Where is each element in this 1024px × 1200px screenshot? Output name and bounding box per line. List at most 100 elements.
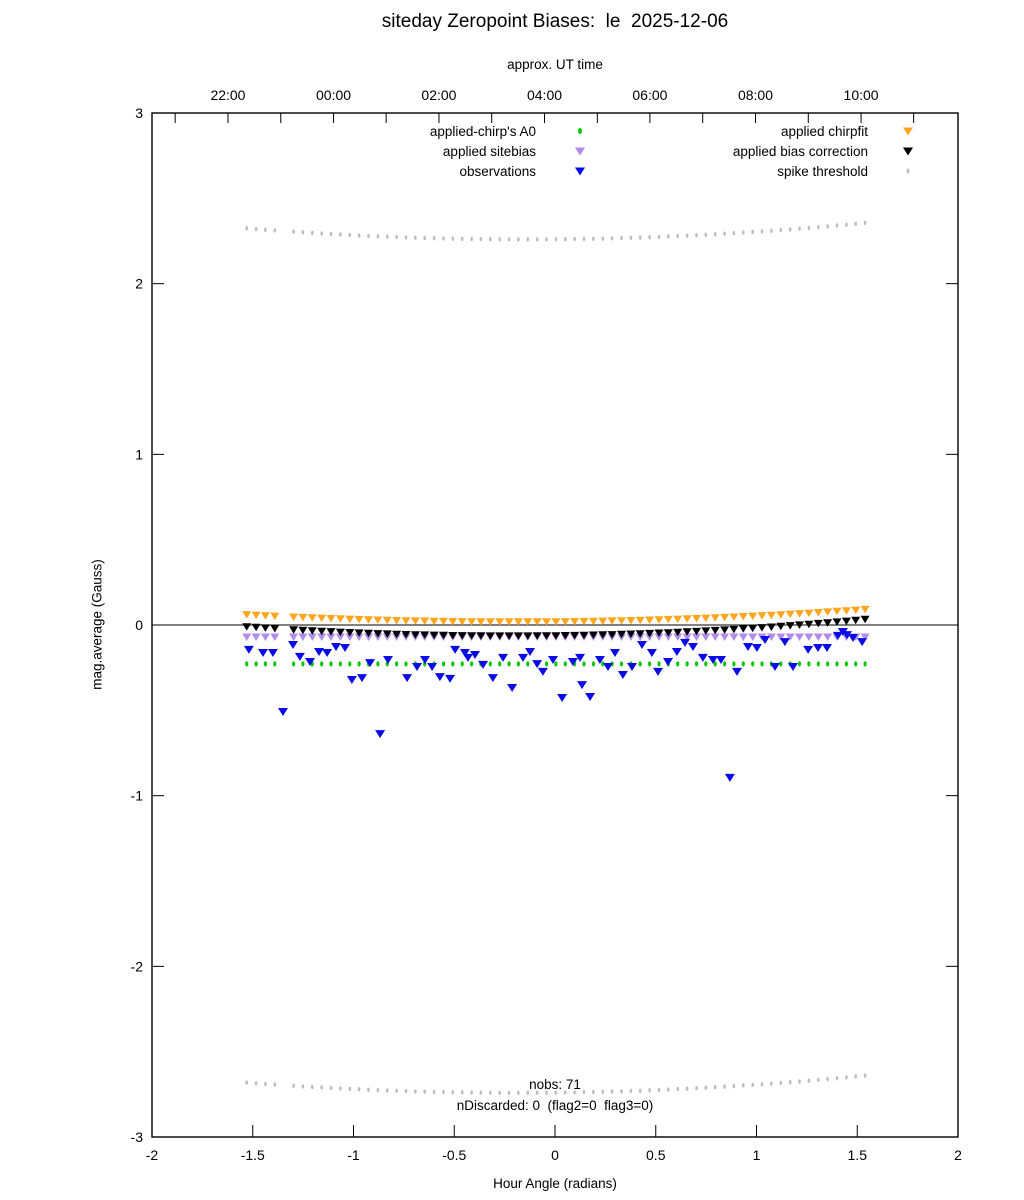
y-tick-label: 3 — [135, 105, 143, 121]
series-observations — [243, 628, 868, 782]
data-point-marker — [592, 236, 595, 241]
data-point-marker — [294, 652, 305, 661]
data-point-marker — [688, 643, 698, 651]
data-point-marker — [573, 1090, 576, 1095]
data-point-marker — [457, 618, 467, 626]
data-point-marker — [822, 644, 832, 652]
data-point-marker — [692, 633, 701, 641]
x2-tick-label: 22:00 — [210, 87, 245, 103]
data-point-marker — [841, 617, 851, 626]
data-point-marker — [560, 632, 570, 640]
data-point-marker — [307, 633, 317, 641]
data-point-marker — [548, 656, 558, 664]
data-point-marker — [823, 619, 833, 627]
data-point-marker — [243, 645, 254, 654]
data-point-marker — [807, 661, 811, 667]
data-point-marker — [743, 643, 753, 651]
data-point-marker — [835, 1076, 839, 1081]
data-point-marker — [601, 661, 605, 667]
data-point-marker — [288, 641, 298, 649]
data-point-marker — [748, 633, 758, 641]
data-point-marker — [627, 663, 637, 671]
data-point-marker — [365, 659, 375, 668]
data-point-marker — [577, 681, 587, 690]
data-point-marker — [331, 643, 341, 651]
data-point-marker — [467, 632, 477, 640]
legend-item-applied-chirpfit: applied chirpfit — [560, 121, 915, 141]
data-point-marker — [813, 609, 823, 617]
data-point-marker — [329, 661, 333, 667]
data-point-marker — [817, 1077, 820, 1083]
data-point-marker — [267, 649, 278, 657]
data-point-marker — [716, 656, 726, 664]
data-point-marker — [591, 661, 596, 667]
data-point-marker — [629, 235, 633, 240]
data-point-marker — [748, 624, 758, 633]
triangle-down-marker-icon — [575, 167, 585, 176]
data-point-marker — [788, 227, 792, 232]
data-point-marker — [573, 236, 576, 242]
data-point-marker — [779, 227, 783, 233]
data-point-marker — [564, 1090, 567, 1095]
data-point-marker — [289, 626, 299, 634]
data-point-marker — [507, 684, 518, 692]
data-point-marker — [585, 693, 596, 701]
data-point-marker — [526, 237, 530, 242]
data-point-marker — [648, 235, 651, 240]
data-point-marker — [594, 656, 605, 664]
data-point-marker — [535, 1090, 539, 1096]
data-point-marker — [619, 661, 624, 667]
data-point-marker — [460, 1090, 464, 1095]
data-point-marker — [766, 633, 776, 641]
data-point-marker — [826, 661, 830, 667]
data-point-marker — [307, 614, 317, 622]
top-axis-title: approx. UT time — [507, 57, 603, 72]
data-point-marker — [563, 661, 567, 667]
left-axis-title: mag.average (Gauss) — [89, 559, 105, 690]
data-point-marker — [467, 618, 477, 626]
data-point-marker — [708, 656, 718, 664]
data-point-marker — [657, 1087, 661, 1093]
data-point-marker — [495, 632, 505, 640]
data-point-marker — [680, 638, 690, 647]
data-point-marker — [242, 623, 252, 631]
data-point-marker — [732, 661, 736, 667]
data-point-marker — [637, 641, 647, 649]
series-applied-chirpfit — [242, 605, 870, 626]
data-point-marker — [254, 226, 258, 232]
data-point-marker — [526, 661, 530, 667]
data-point-marker — [626, 630, 636, 638]
data-point-marker — [525, 648, 535, 656]
data-point-marker — [701, 627, 711, 635]
data-point-marker — [785, 610, 795, 619]
data-point-marker — [798, 226, 801, 231]
triangle-down-marker-icon — [575, 147, 585, 156]
data-point-marker — [663, 629, 673, 637]
data-point-marker — [439, 617, 448, 626]
data-point-marker — [298, 613, 308, 622]
data-point-marker — [732, 1083, 736, 1089]
data-point-marker — [694, 661, 699, 667]
data-point-marker — [258, 649, 268, 657]
data-point-marker — [823, 633, 833, 641]
data-point-marker — [857, 638, 868, 647]
data-point-marker — [270, 625, 280, 633]
data-point-marker — [545, 1090, 548, 1095]
data-point-marker — [335, 615, 345, 623]
data-point-marker — [357, 661, 361, 667]
data-point-marker — [760, 636, 770, 644]
data-point-marker — [751, 1082, 754, 1088]
legend-label: applied chirpfit — [780, 123, 868, 139]
data-point-marker — [373, 630, 383, 638]
data-point-marker — [635, 616, 645, 625]
data-point-marker — [364, 633, 373, 641]
data-point-marker — [663, 615, 673, 624]
data-point-marker — [298, 633, 308, 641]
data-point-marker — [301, 661, 305, 667]
data-point-marker — [375, 730, 386, 739]
data-point-marker — [498, 1090, 502, 1096]
data-point-marker — [863, 1073, 867, 1078]
data-point-marker — [535, 237, 539, 242]
x-tick-label: 1 — [753, 1147, 761, 1163]
data-point-marker — [692, 627, 701, 636]
